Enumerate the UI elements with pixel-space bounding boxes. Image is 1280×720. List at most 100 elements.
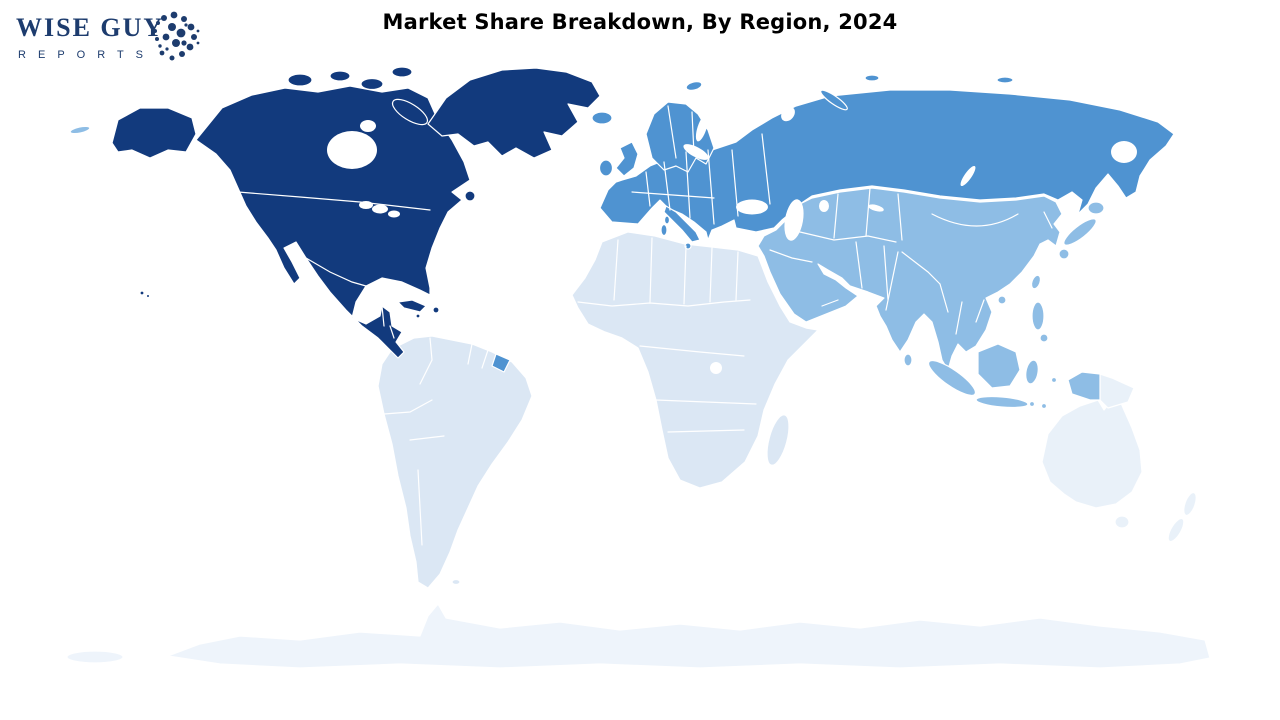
map-region-north-america: [111, 66, 601, 359]
dotted-head-icon: [153, 11, 200, 61]
ireland: [598, 159, 614, 177]
border-central-america-1: [381, 305, 385, 327]
caspian-sea: [784, 199, 804, 241]
japan-honshu: [1063, 218, 1097, 246]
black-sea: [736, 199, 768, 215]
country-borders: [237, 105, 1053, 546]
border-africa-4: [709, 247, 713, 303]
sri-lanka: [903, 353, 913, 367]
jamaica: [415, 313, 421, 319]
hudson-bay: [327, 131, 377, 169]
border-us-canada: [237, 191, 431, 211]
border-africa-8: [667, 429, 745, 433]
border-korea-china: [1043, 211, 1053, 229]
border-europe-5: [631, 191, 715, 199]
iceland: [591, 111, 613, 125]
border-europe-3: [685, 151, 691, 219]
page-title: Market Share Breakdown, By Region, 2024: [382, 10, 898, 34]
border-europe-7: [761, 133, 771, 205]
border-africa-7: [655, 399, 757, 405]
hawaii-1: [139, 290, 145, 296]
corsica: [663, 215, 671, 225]
gulf-of-bothnia: [695, 114, 709, 142]
map-region-antarctica: [66, 603, 1211, 669]
border-europe-6: [731, 149, 739, 217]
map-region-africa: [571, 231, 819, 489]
lake-baikal: [960, 165, 976, 187]
border-asia-4: [897, 193, 903, 241]
border-sa-6: [417, 469, 423, 546]
java: [975, 395, 1029, 409]
border-africa-6: [639, 345, 745, 357]
novaya-zemlya: [820, 89, 848, 111]
border-asia-11: [975, 299, 985, 323]
lesser-sunda-1: [1028, 400, 1036, 408]
border-asia-10: [955, 301, 963, 335]
brand-logo-svg: WISE GUY R E P O R T S: [16, 11, 200, 61]
japan-hokkaido: [1087, 201, 1105, 215]
sumatra: [928, 360, 976, 396]
border-asia-2: [833, 193, 839, 239]
water-overlays: [327, 106, 1137, 374]
falkland-islands: [451, 578, 461, 586]
border-sa-1: [419, 337, 433, 385]
lesser-sunda-2: [1040, 402, 1048, 410]
border-asia-8: [901, 251, 941, 285]
border-asia-7: [885, 251, 899, 311]
victoria-island: [287, 73, 313, 87]
border-asia-9: [939, 283, 949, 313]
greenland: [427, 67, 601, 159]
brand-logo: WISE GUY R E P O R T S: [14, 6, 224, 68]
cuba: [397, 299, 427, 313]
border-sa-2: [467, 343, 473, 365]
madagascar: [766, 414, 790, 466]
border-europe-1: [645, 171, 651, 207]
philippines-mindanao: [1039, 333, 1049, 343]
brand-line2: R E P O R T S: [18, 49, 147, 61]
border-africa-3: [683, 245, 687, 305]
sardinia: [660, 223, 668, 237]
taiwan: [1030, 274, 1042, 290]
border-scandinavia-2: [691, 111, 695, 155]
border-scandinavia-1: [667, 105, 677, 159]
new-siberian-islands: [996, 76, 1014, 84]
sea-of-okhotsk: [1111, 141, 1137, 163]
baltic-sea: [683, 144, 709, 160]
border-asia-6: [883, 245, 889, 301]
border-africa-5: [735, 251, 739, 301]
brand-line1: WISE GUY: [16, 13, 164, 42]
new-zealand-north: [1183, 491, 1197, 517]
newfoundland: [464, 190, 476, 202]
scandinavia: [645, 101, 715, 173]
new-guinea-east: [1099, 373, 1135, 409]
australia: [1041, 395, 1143, 509]
border-asia-3: [865, 187, 871, 237]
great-lake-2: [372, 204, 388, 214]
aral-sea: [819, 200, 829, 212]
border-africa-1: [613, 239, 619, 301]
border-us-mexico: [305, 257, 367, 287]
hispaniola: [432, 306, 440, 314]
french-guiana: [491, 353, 511, 373]
border-mongolia: [931, 213, 1019, 227]
border-europe-2: [663, 161, 671, 211]
border-sa-3: [481, 349, 489, 369]
borneo: [977, 343, 1021, 389]
map-region-south-america: [377, 335, 533, 589]
border-africa-sahara: [577, 299, 751, 307]
white-sea: [781, 106, 795, 122]
japan-kyushu: [1058, 248, 1070, 260]
foxe-basin: [360, 120, 376, 132]
map-region-oceania: [1041, 373, 1197, 543]
border-sa-4: [383, 399, 433, 415]
tasmania: [1114, 515, 1130, 529]
hawaii-2: [145, 293, 151, 299]
philippines-luzon: [1031, 301, 1045, 331]
lake-victoria: [710, 362, 722, 374]
arctic-island-3: [360, 77, 384, 91]
great-lake-3: [388, 210, 400, 218]
sulawesi: [1025, 359, 1039, 385]
